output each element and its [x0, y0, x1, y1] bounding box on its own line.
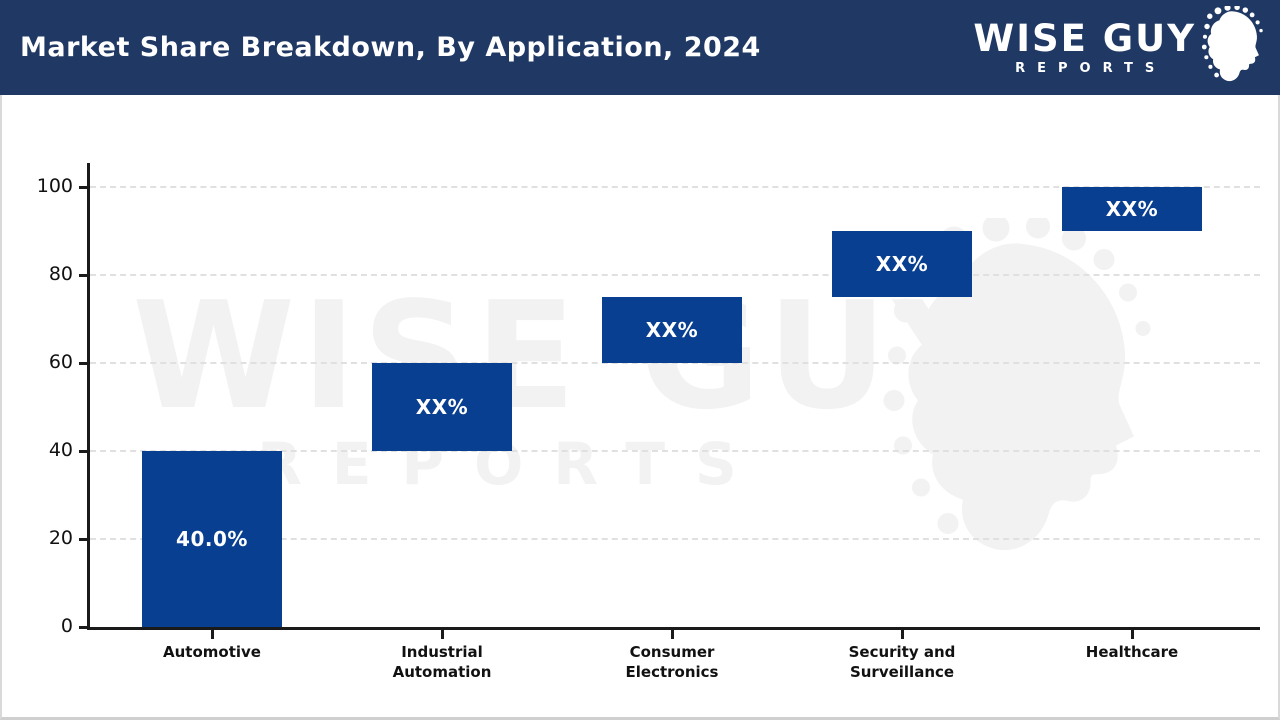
- x-category-label: Consumer Electronics: [625, 643, 719, 681]
- y-tick-label-20: 20: [48, 527, 73, 549]
- chart-panel: WISE GUY REPORTS 0 20 40 60 80 100 40.0% Automo…: [0, 95, 1280, 720]
- bar-value-label: XX%: [1105, 197, 1159, 221]
- y-axis-line: [87, 163, 90, 630]
- y-tick-label-40: 40: [48, 439, 73, 461]
- wise-guy-logo: WISE GUY REPORTS: [973, 6, 1268, 88]
- dotted-face-icon: [1201, 6, 1263, 82]
- watermark-wordmark: WISE GUY: [132, 270, 1007, 442]
- bar-5: XX%: [1062, 187, 1202, 231]
- x-tick-5: [1131, 630, 1134, 639]
- x-tick-3: [671, 630, 674, 639]
- x-tick-4: [901, 630, 904, 639]
- gridline-80: [90, 274, 1260, 276]
- bar-4: XX%: [832, 231, 972, 297]
- x-tick-2: [441, 630, 444, 639]
- y-tick-60: [79, 362, 89, 365]
- page-title: Market Share Breakdown, By Application, …: [20, 32, 761, 63]
- x-category-label: Healthcare: [1085, 643, 1179, 661]
- y-tick-20: [79, 538, 89, 541]
- logo-subtitle: REPORTS: [1015, 60, 1167, 76]
- x-category-label: Security and Surveillance: [848, 643, 956, 681]
- y-tick-label-0: 0: [60, 615, 73, 637]
- x-category-label: Automotive: [163, 643, 261, 661]
- bar-value-label: 40.0%: [176, 527, 248, 551]
- bar-1: 40.0%: [142, 451, 282, 627]
- bar-3: XX%: [602, 297, 742, 363]
- gridline-60: [90, 362, 1260, 364]
- y-tick-label-100: 100: [36, 175, 73, 197]
- bar-value-label: XX%: [645, 318, 699, 342]
- y-tick-100: [79, 186, 89, 189]
- x-axis-line: [87, 627, 1260, 630]
- gridline-20: [90, 538, 1260, 540]
- bar-value-label: XX%: [415, 395, 469, 419]
- y-tick-40: [79, 450, 89, 453]
- y-tick-0: [79, 626, 89, 629]
- y-tick-80: [79, 274, 89, 277]
- logo-text: WISE GUY REPORTS: [973, 16, 1196, 76]
- y-tick-label-60: 60: [48, 351, 73, 373]
- logo-wordmark: WISE GUY: [973, 16, 1196, 60]
- bar-2: XX%: [372, 363, 512, 451]
- gridline-40: [90, 450, 1260, 452]
- y-tick-label-80: 80: [48, 263, 73, 285]
- x-tick-1: [211, 630, 214, 639]
- header-bar: Market Share Breakdown, By Application, …: [0, 0, 1280, 95]
- gridline-100: [90, 186, 1260, 188]
- x-category-label: Industrial Automation: [392, 643, 492, 681]
- bar-value-label: XX%: [875, 252, 929, 276]
